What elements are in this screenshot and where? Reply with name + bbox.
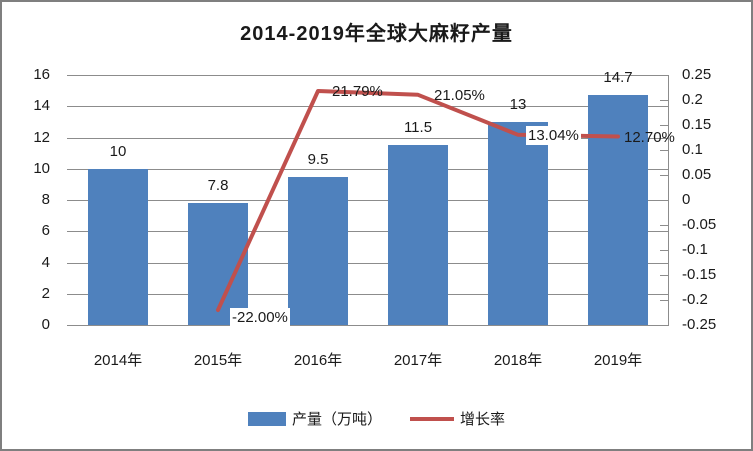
right-axis-tick	[660, 275, 668, 276]
right-axis-tick	[660, 150, 668, 151]
gridline	[67, 75, 669, 76]
bar-2014年	[88, 168, 148, 325]
right-axis-tick	[660, 225, 668, 226]
right-axis-tick	[660, 125, 668, 126]
x-axis-label-2014年: 2014年	[93, 352, 143, 369]
legend: 产量（万吨） 增长率	[2, 408, 751, 429]
y-axis-right-tick-label: -0.05	[682, 216, 717, 233]
y-axis-left-tick-label: 8	[41, 191, 50, 208]
gridline	[67, 200, 669, 201]
line-data-label: 13.04%	[526, 126, 581, 145]
x-axis-label-2016年: 2016年	[293, 352, 343, 369]
y-axis-left-tick-label: 12	[33, 128, 50, 146]
y-axis-left-tick-label: 4	[41, 253, 50, 271]
y-axis-right-tick-label: -0.2	[682, 291, 708, 308]
gridline	[67, 168, 669, 170]
y-axis-right-tick-label: 0	[682, 191, 691, 208]
y-axis-right-tick-label: 0.05	[682, 166, 712, 183]
right-axis-tick	[660, 100, 668, 101]
gridline	[67, 293, 669, 295]
bar-data-label: 14.7	[603, 69, 633, 87]
bar-2017年	[388, 145, 448, 325]
y-axis-right-tick-label: -0.1	[682, 241, 708, 258]
legend-item-production: 产量（万吨）	[247, 408, 382, 429]
bar-data-label: 9.5	[307, 150, 329, 168]
line-data-label: 12.70%	[624, 129, 675, 146]
right-axis-tick	[660, 300, 668, 301]
legend-label: 产量（万吨）	[291, 411, 382, 428]
line-data-label: -22.00%	[230, 308, 290, 327]
line-data-label: 21.79%	[332, 83, 383, 100]
gridline	[67, 137, 669, 139]
bar-2016年	[288, 176, 348, 325]
bar-data-label: 10	[109, 142, 127, 160]
right-axis-tick	[660, 200, 668, 201]
bar-2018年	[488, 121, 548, 325]
y-axis-right-tick-label: -0.25	[682, 316, 717, 333]
bar-data-label: 7.8	[207, 177, 229, 195]
right-axis-line	[668, 75, 669, 326]
y-axis-left-tick-label: 2	[41, 284, 50, 302]
legend-line-swatch	[410, 416, 454, 421]
y-axis-left-tick-label: 6	[41, 222, 50, 240]
line-data-label: 21.05%	[434, 87, 485, 104]
x-axis-label-2018年: 2018年	[493, 352, 543, 369]
y-axis-right-tick-label: 0.1	[682, 141, 703, 158]
gridline	[67, 262, 669, 264]
gridline	[67, 325, 669, 326]
x-axis-label-2019年: 2019年	[593, 352, 643, 369]
gridline	[67, 106, 669, 108]
bar-2019年	[588, 95, 648, 325]
right-axis-tick	[660, 175, 668, 176]
right-axis-tick	[660, 75, 668, 76]
gridline	[67, 231, 669, 233]
y-axis-left-tick-label: 14	[33, 97, 50, 115]
y-axis-left-tick-label: 16	[33, 66, 50, 83]
y-axis-right-tick-label: 0.15	[682, 116, 712, 133]
bar-data-label: 11.5	[403, 119, 433, 137]
right-axis-tick	[660, 325, 668, 326]
legend-label: 增长率	[460, 411, 506, 428]
chart-title: 2014-2019年全球大麻籽产量	[240, 23, 513, 45]
bar-data-label: 13	[509, 95, 527, 113]
y-axis-right-tick-label: 0.25	[682, 66, 712, 83]
x-axis-label-2017年: 2017年	[393, 352, 443, 369]
legend-item-growth-rate: 增长率	[410, 408, 505, 429]
y-axis-left-tick-label: 0	[41, 316, 50, 333]
y-axis-right-tick-label: -0.15	[682, 266, 717, 283]
y-axis-left-tick-label: 10	[33, 159, 50, 177]
y-axis-right-tick-label: 0.2	[682, 91, 703, 108]
x-axis-label-2015年: 2015年	[193, 352, 243, 369]
legend-bar-swatch	[247, 411, 286, 426]
right-axis-tick	[660, 250, 668, 251]
